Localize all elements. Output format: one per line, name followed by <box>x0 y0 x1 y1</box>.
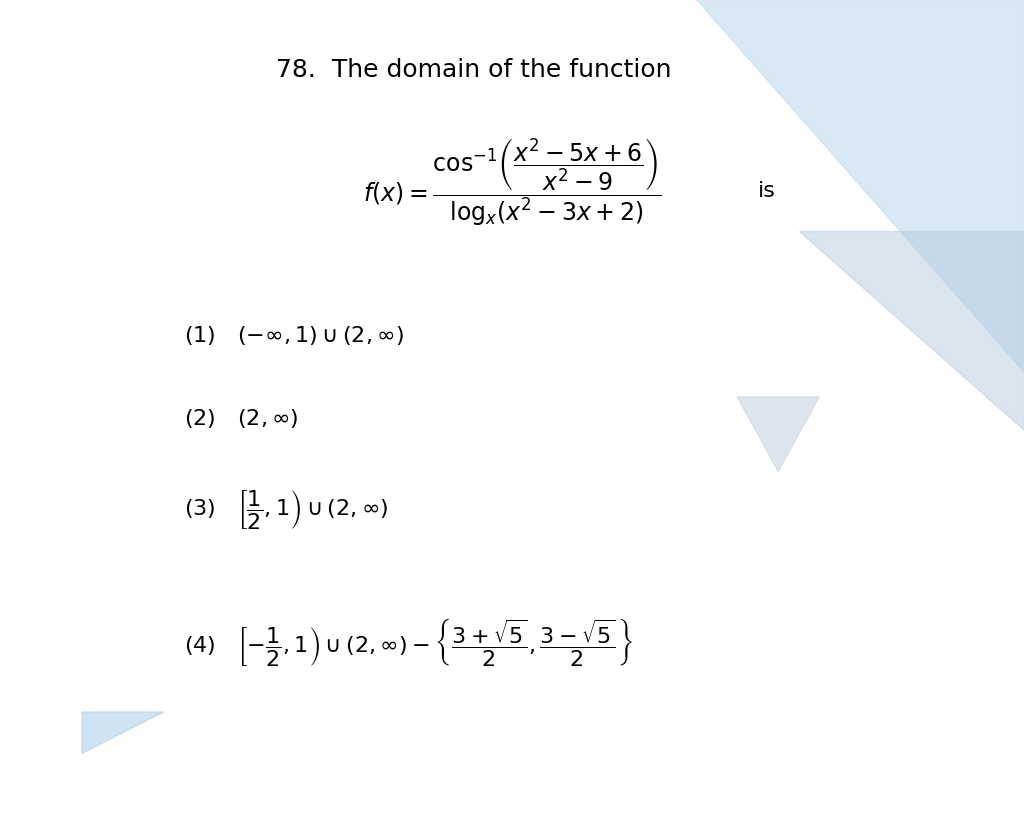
Text: $(1)\quad (-\infty,1)\cup(2,\infty)$: $(1)\quad (-\infty,1)\cup(2,\infty)$ <box>184 324 404 347</box>
Text: 78.  The domain of the function: 78. The domain of the function <box>276 58 672 82</box>
Polygon shape <box>737 397 819 472</box>
Text: is: is <box>758 181 775 200</box>
Text: $(3)\quad \left[\dfrac{1}{2},1\right)\cup(2,\infty)$: $(3)\quad \left[\dfrac{1}{2},1\right)\cu… <box>184 488 389 531</box>
Text: $f(x) = \dfrac{\cos^{-1}\!\left(\dfrac{x^2-5x+6}{x^2-9}\right)}{\log_x\!\left(x^: $f(x) = \dfrac{\cos^{-1}\!\left(\dfrac{x… <box>362 137 662 228</box>
Text: $(2)\quad (2,\infty)$: $(2)\quad (2,\infty)$ <box>184 407 299 430</box>
Text: $(4)\quad \left[-\dfrac{1}{2},1\right)\cup(2,\infty)-\left\{\dfrac{3+\sqrt{5}}{2: $(4)\quad \left[-\dfrac{1}{2},1\right)\c… <box>184 616 634 667</box>
Polygon shape <box>82 712 164 753</box>
Polygon shape <box>799 232 1024 431</box>
Polygon shape <box>696 0 1024 373</box>
